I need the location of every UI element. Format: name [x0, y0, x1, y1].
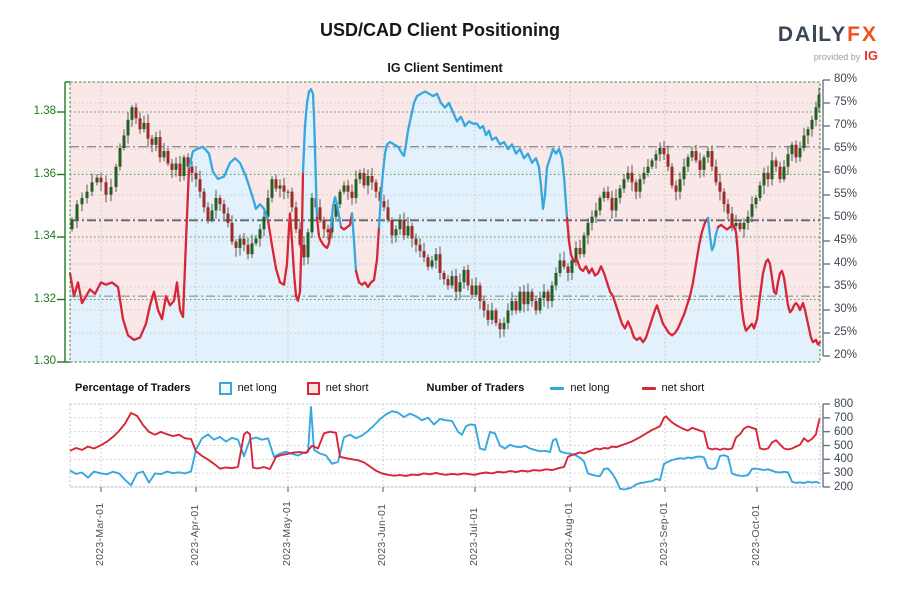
legend-count-net-long: net long [550, 382, 610, 394]
percent-axis-tick-label: 50% [834, 211, 858, 223]
percent-axis-tick-label: 45% [834, 234, 858, 246]
percent-axis-tick-label: 80% [834, 73, 858, 85]
count-axis-tick-label: 700 [834, 411, 854, 424]
percent-axis-tick-label: 55% [834, 188, 858, 200]
net-short-line-icon [641, 386, 656, 390]
percent-axis-tick-label: 20% [834, 349, 858, 361]
date-axis-label: 2023-May-01 [281, 500, 293, 566]
legend-pct-net-long: net long [218, 381, 277, 395]
legend-group2-label: Number of Traders [426, 382, 525, 394]
date-axis-label: 2023-Mar-01 [94, 502, 106, 566]
legend: Percentage of Traders net long net short… [70, 379, 830, 397]
date-axis-label: 2023-Jul-01 [468, 507, 480, 566]
price-axis-tick-label: 1.30 [33, 355, 56, 367]
dailyfx-wordmark: DA LYFX [777, 23, 878, 46]
chart-subtitle: IG Client Sentiment [387, 61, 503, 75]
percent-axis-tick-label: 30% [834, 303, 858, 315]
percent-axis-tick-label: 70% [834, 119, 858, 131]
price-axis-tick-label: 1.38 [33, 105, 56, 117]
percent-axis-tick-label: 40% [834, 257, 858, 269]
page-title: USD/CAD Client Positioning [320, 20, 560, 40]
date-axis-label: 2023-Oct-01 [750, 504, 762, 566]
count-axis-tick-label: 500 [834, 439, 854, 452]
percent-axis-tick-label: 35% [834, 280, 858, 292]
date-axis-label: 2023-Jun-01 [376, 503, 388, 566]
price-axis-tick-label: 1.32 [33, 292, 56, 305]
net-short-square-icon [306, 381, 320, 395]
legend-group1-label: Percentage of Traders [75, 382, 191, 394]
provided-by-ig: provided by IG [813, 48, 878, 63]
percent-axis-tick-label: 60% [834, 165, 858, 177]
price-axis-tick-label: 1.34 [33, 230, 56, 242]
count-axis-tick-label: 600 [834, 425, 854, 438]
count-axis-tick-label: 200 [834, 481, 854, 493]
percent-axis-tick-label: 25% [834, 326, 858, 338]
price-axis-tick-label: 1.36 [33, 167, 56, 180]
ig-logo: IG [864, 48, 878, 63]
count-axis-tick-label: 400 [834, 453, 854, 466]
date-axis-label: 2023-Sep-01 [658, 501, 670, 566]
date-axis-label: 2023-Apr-01 [189, 504, 201, 566]
legend-count-net-short: net short [641, 382, 704, 394]
date-axis-label: 2023-Aug-01 [563, 501, 575, 566]
dailyfx-logo: DA LYFX provided by IG [778, 24, 878, 62]
count-axis-tick-label: 800 [834, 398, 854, 410]
net-long-line-icon [550, 386, 565, 390]
legend-pct-net-short: net short [306, 381, 369, 395]
percent-axis-tick-label: 75% [834, 96, 858, 108]
candlestick-i-icon [813, 25, 817, 42]
count-axis-tick-label: 300 [834, 467, 854, 480]
percent-axis-tick-label: 65% [834, 142, 858, 154]
net-long-square-icon [218, 381, 232, 395]
